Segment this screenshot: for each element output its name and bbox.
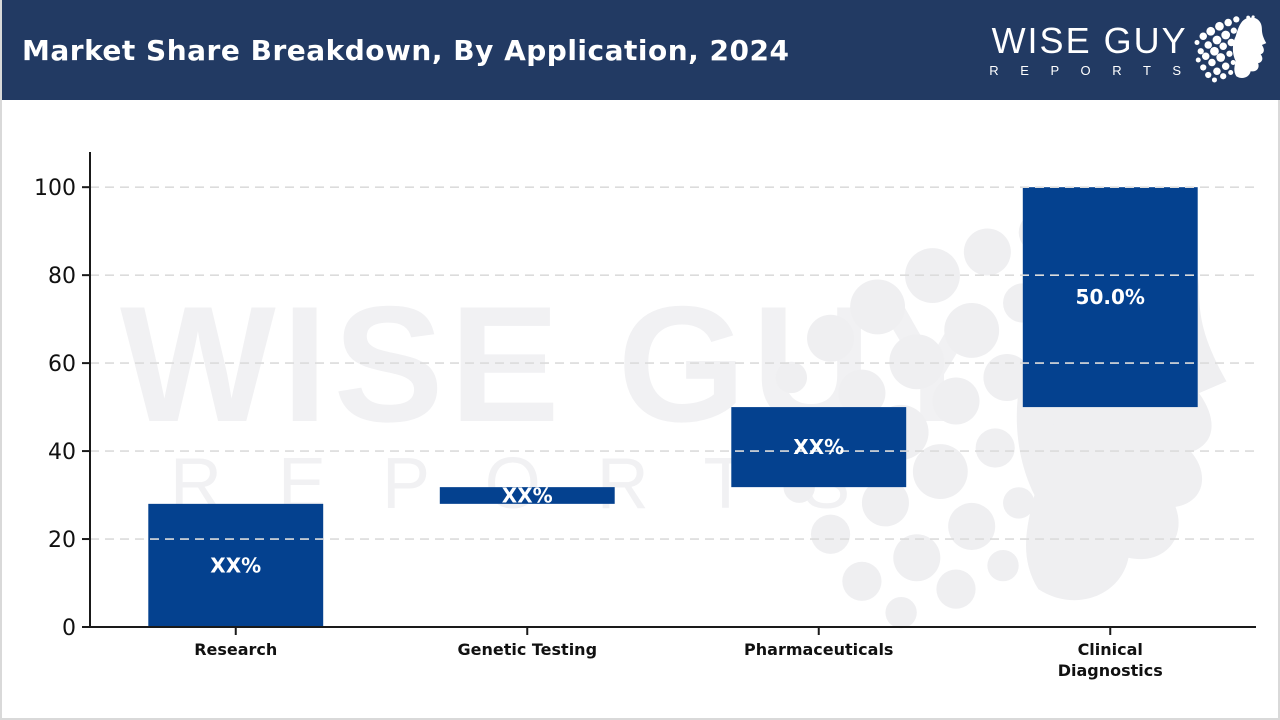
x-axis-category-label: Clinical (1078, 640, 1143, 659)
bar-segment (148, 503, 324, 627)
y-axis-tick-label: 60 (48, 352, 76, 377)
y-axis-tick-label: 100 (34, 176, 76, 201)
page-title: Market Share Breakdown, By Application, … (22, 33, 790, 67)
header: Market Share Breakdown, By Application, … (2, 0, 1280, 100)
logo-text-block: WISE GUY R E P O R T S (989, 19, 1190, 78)
x-axis-category-label: Research (194, 640, 277, 659)
bar-value-label: XX% (210, 553, 261, 577)
logo-wordmark: WISE GUY (991, 19, 1188, 61)
y-axis-tick-label: 20 (48, 528, 76, 553)
y-axis-tick-label: 80 (48, 264, 76, 289)
bar-segment (731, 407, 907, 488)
bar-segment (439, 487, 615, 504)
y-axis-tick-label: 40 (48, 440, 76, 465)
y-axis-tick-label: 0 (62, 616, 76, 641)
bar-segment (1022, 187, 1198, 408)
logo-subtitle: R E P O R T S (989, 62, 1190, 78)
bar-value-label: XX% (793, 435, 844, 459)
bar-value-label: XX% (502, 483, 553, 507)
bar-value-label: 50.0% (1076, 285, 1145, 309)
face-dots-icon (1194, 15, 1267, 83)
wise-guy-logo: WISE GUY R E P O R T S (989, 14, 1270, 86)
x-axis-category-label: Genetic Testing (457, 640, 597, 659)
x-axis-category-label: Diagnostics (1058, 661, 1163, 680)
x-axis-category-label: Pharmaceuticals (744, 640, 893, 659)
